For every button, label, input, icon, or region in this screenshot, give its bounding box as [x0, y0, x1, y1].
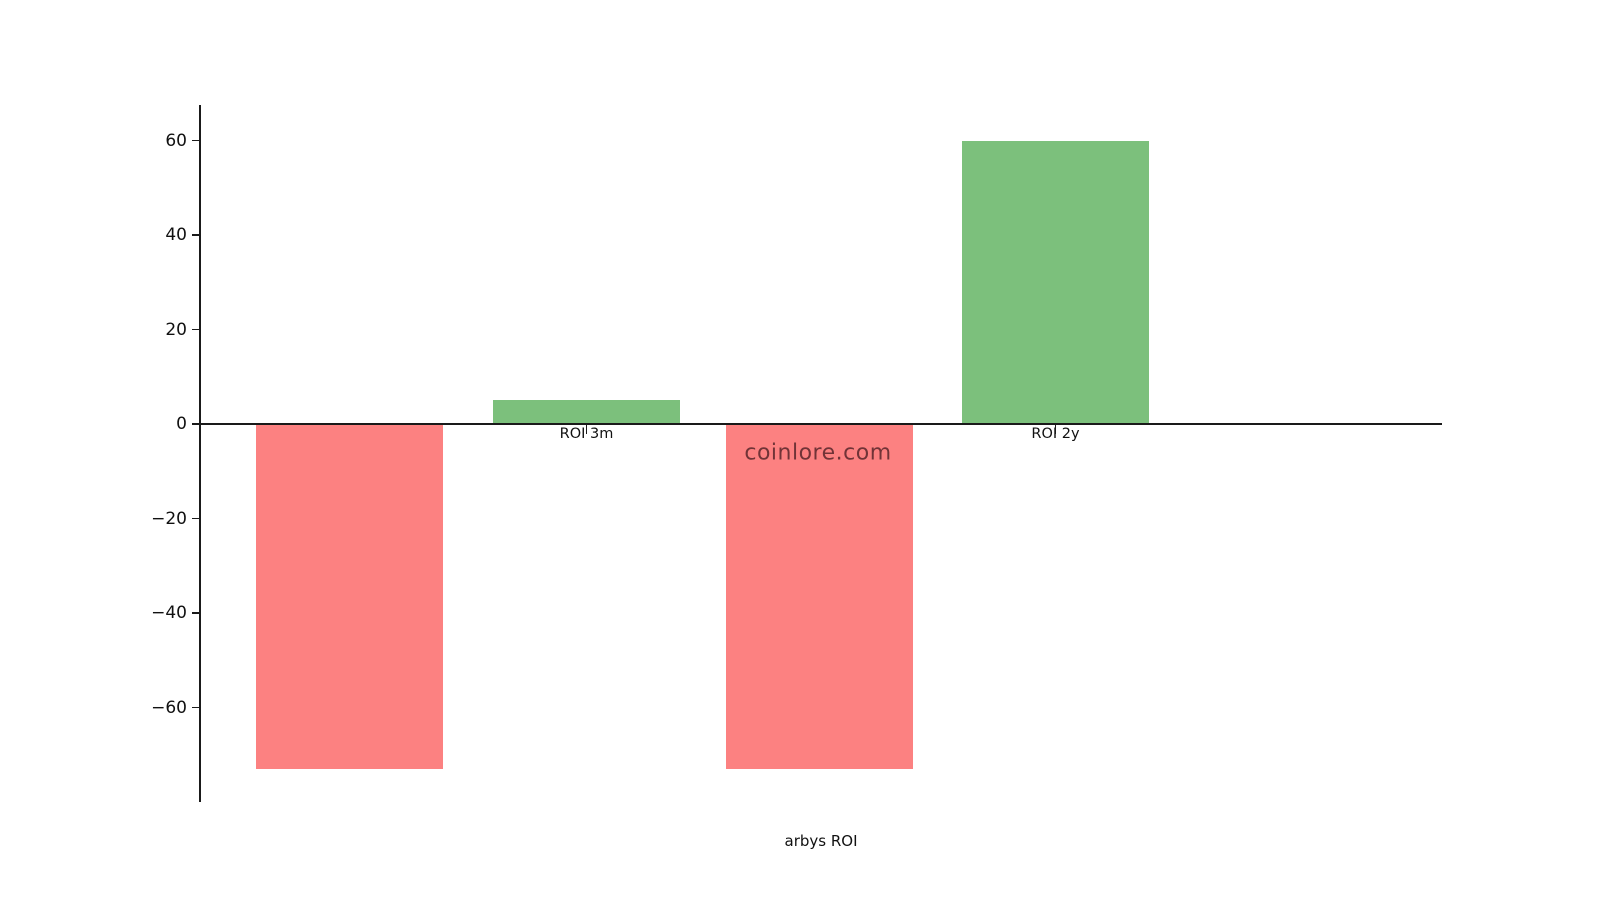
y-tick — [192, 328, 199, 331]
bar-2 — [493, 400, 680, 424]
bar-1 — [256, 424, 443, 769]
y-tick-label: 40 — [165, 225, 187, 245]
y-tick — [192, 234, 199, 236]
y-tick — [192, 423, 199, 425]
watermark: coinlore.com — [744, 440, 892, 466]
y-tick-label: −40 — [151, 603, 187, 623]
bar-4 — [962, 140, 1149, 424]
x-tick — [585, 424, 588, 434]
x-tick-label: ROI 2y — [1031, 426, 1080, 442]
y-tick-label: −20 — [151, 508, 187, 529]
y-tick-label: 0 — [176, 414, 187, 434]
y-tick-label: 20 — [165, 319, 187, 340]
y-tick — [192, 706, 199, 709]
x-tick — [1054, 424, 1057, 434]
x-axis-line — [196, 423, 1442, 425]
y-tick — [192, 612, 199, 614]
x-tick-label: ROI 3m — [559, 426, 614, 442]
y-axis-line — [199, 105, 201, 802]
y-tick — [192, 517, 199, 520]
bar-3 — [726, 424, 913, 769]
y-tick — [192, 139, 199, 142]
y-tick-label: −60 — [151, 697, 187, 718]
y-tick-label: 60 — [165, 130, 187, 151]
x-axis-title: arbys ROI — [784, 832, 858, 850]
